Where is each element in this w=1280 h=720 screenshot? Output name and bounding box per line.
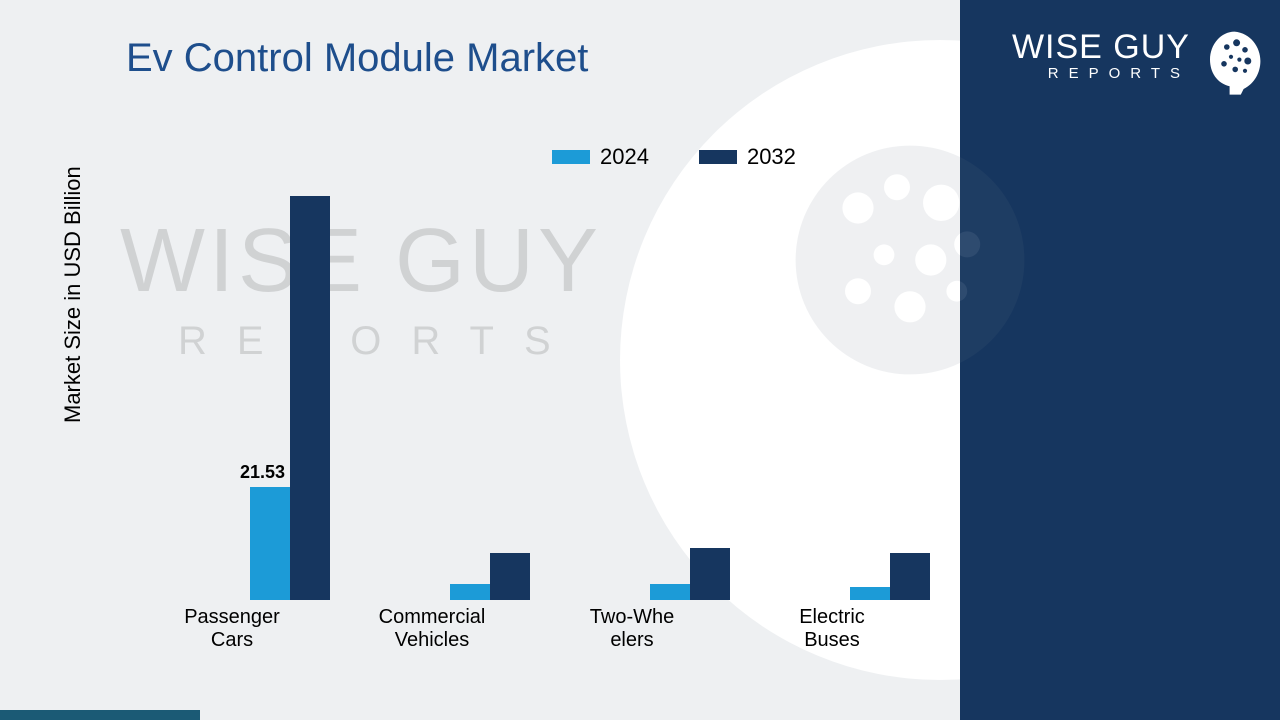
canvas: WISE GUY REPORTS Ev Control Module Marke… (0, 0, 1280, 720)
legend-label: 2024 (600, 144, 649, 170)
legend: 2024 2032 (552, 144, 796, 170)
legend-swatch (699, 150, 737, 164)
bar-chart: Market Size in USD Billion 20242032 21.5… (92, 150, 942, 670)
bar-value-label: 21.53 (240, 462, 285, 483)
bar (250, 487, 290, 600)
bar (490, 553, 530, 600)
category-label: ElectricBuses (762, 606, 902, 652)
bottom-accent-bar (0, 710, 200, 720)
legend-item: 2024 (552, 144, 649, 170)
bar (890, 553, 930, 600)
plot-area: 21.53 (152, 180, 932, 600)
brand-logo: WISE GUY REPORTS (1012, 28, 1190, 82)
brand-line2: REPORTS (1012, 65, 1190, 82)
brand-line1: WISE GUY (1012, 28, 1190, 67)
bar (450, 584, 490, 600)
category-label: CommercialVehicles (362, 606, 502, 652)
bar (650, 584, 690, 600)
category-label: Two-Wheelers (562, 606, 702, 652)
legend-item: 2032 (699, 144, 796, 170)
y-axis-label: Market Size in USD Billion (60, 166, 86, 423)
category-label: PassengerCars (162, 606, 302, 652)
brand-head-icon (1196, 26, 1266, 96)
chart-title: Ev Control Module Market (126, 36, 588, 81)
legend-swatch (552, 150, 590, 164)
bar (850, 587, 890, 600)
bar (690, 548, 730, 601)
bar (290, 196, 330, 600)
legend-label: 2032 (747, 144, 796, 170)
